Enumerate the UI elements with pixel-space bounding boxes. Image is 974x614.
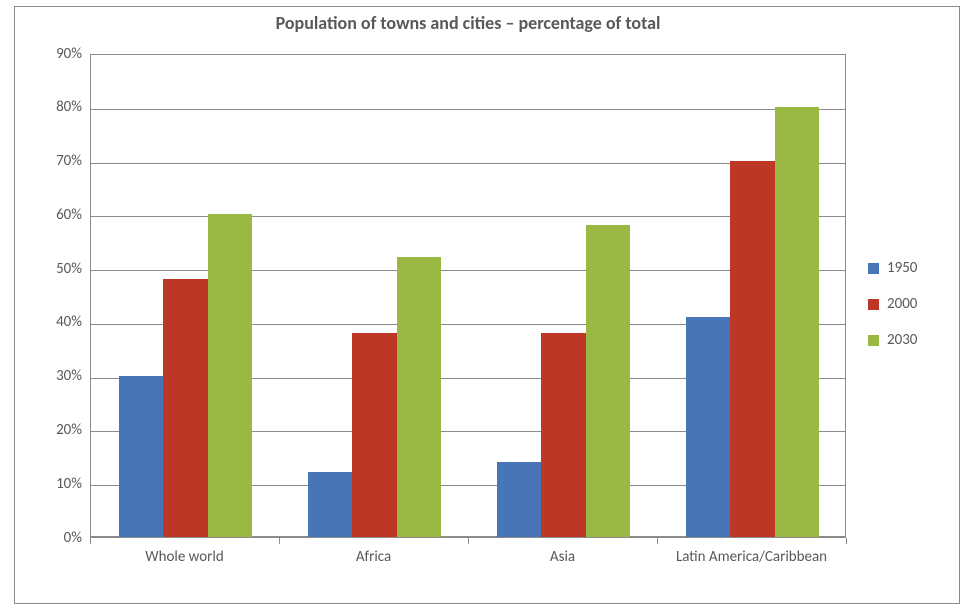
legend: 1950 2000 2030 (868, 250, 917, 358)
legend-item: 1950 (868, 250, 917, 286)
legend-swatch (868, 335, 879, 346)
y-tick-label: 30% (32, 367, 82, 385)
x-tick-mark (279, 538, 280, 544)
y-tick-label: 80% (32, 98, 82, 116)
x-tick-mark (657, 538, 658, 544)
legend-swatch (868, 299, 879, 310)
y-tick-label: 50% (32, 260, 82, 278)
bar (497, 462, 541, 537)
gridline (91, 109, 845, 110)
legend-label: 2030 (887, 331, 917, 349)
bar (352, 333, 396, 537)
bar (686, 317, 730, 537)
y-tick-label: 70% (32, 152, 82, 170)
bar (775, 107, 819, 537)
legend-item: 2030 (868, 322, 917, 358)
legend-item: 2000 (868, 286, 917, 322)
y-tick-label: 40% (32, 313, 82, 331)
y-tick-label: 90% (32, 45, 82, 63)
x-tick-label: Latin America/Caribbean (657, 548, 846, 566)
plot-area (90, 54, 846, 538)
bar (163, 279, 207, 537)
legend-swatch (868, 263, 879, 274)
x-tick-label: Asia (468, 548, 657, 566)
x-tick-mark (90, 538, 91, 544)
x-tick-label: Whole world (90, 548, 279, 566)
bar (119, 376, 163, 537)
x-tick-mark (846, 538, 847, 544)
legend-label: 2000 (887, 295, 917, 313)
bar (208, 214, 252, 537)
bar (541, 333, 585, 537)
legend-label: 1950 (887, 259, 917, 277)
y-tick-label: 60% (32, 206, 82, 224)
chart-title: Population of towns and cities – percent… (90, 12, 846, 34)
x-tick-mark (468, 538, 469, 544)
y-tick-label: 0% (32, 529, 82, 547)
y-tick-label: 10% (32, 475, 82, 493)
bar (308, 472, 352, 537)
x-tick-label: Africa (279, 548, 468, 566)
bar (397, 257, 441, 537)
bar (586, 225, 630, 537)
bar (730, 161, 774, 537)
y-tick-label: 20% (32, 421, 82, 439)
